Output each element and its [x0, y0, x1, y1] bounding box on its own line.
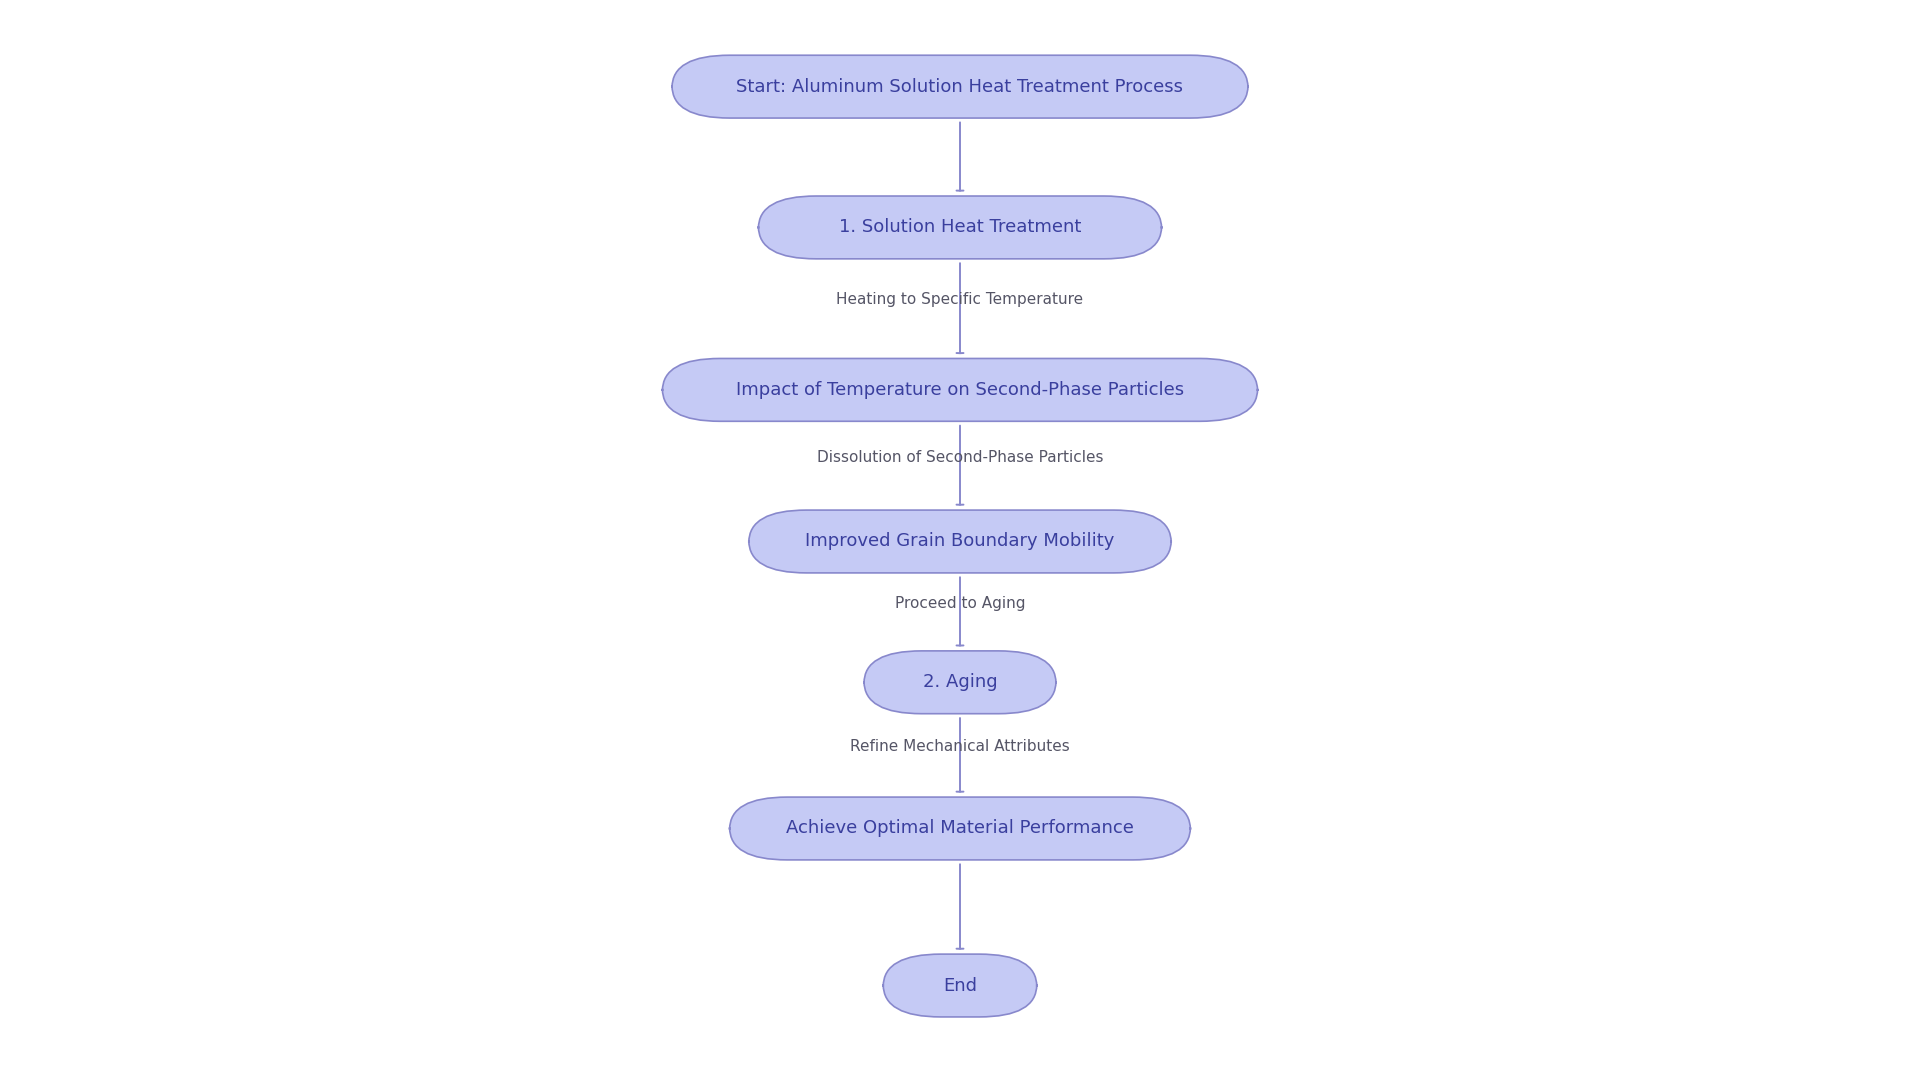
FancyBboxPatch shape [883, 954, 1037, 1017]
FancyBboxPatch shape [662, 358, 1258, 421]
FancyBboxPatch shape [730, 797, 1190, 860]
FancyBboxPatch shape [864, 651, 1056, 714]
Text: Refine Mechanical Attributes: Refine Mechanical Attributes [851, 740, 1069, 754]
Text: 2. Aging: 2. Aging [924, 674, 996, 691]
FancyBboxPatch shape [672, 55, 1248, 118]
Text: Achieve Optimal Material Performance: Achieve Optimal Material Performance [785, 820, 1135, 837]
Text: Impact of Temperature on Second-Phase Particles: Impact of Temperature on Second-Phase Pa… [735, 381, 1185, 399]
Text: Heating to Specific Temperature: Heating to Specific Temperature [837, 292, 1083, 308]
FancyBboxPatch shape [749, 510, 1171, 573]
Text: Dissolution of Second-Phase Particles: Dissolution of Second-Phase Particles [816, 449, 1104, 465]
Text: Improved Grain Boundary Mobility: Improved Grain Boundary Mobility [804, 533, 1116, 550]
Text: Proceed to Aging: Proceed to Aging [895, 596, 1025, 611]
Text: Start: Aluminum Solution Heat Treatment Process: Start: Aluminum Solution Heat Treatment … [737, 78, 1183, 95]
Text: 1. Solution Heat Treatment: 1. Solution Heat Treatment [839, 219, 1081, 236]
Text: End: End [943, 977, 977, 994]
FancyBboxPatch shape [758, 196, 1162, 259]
